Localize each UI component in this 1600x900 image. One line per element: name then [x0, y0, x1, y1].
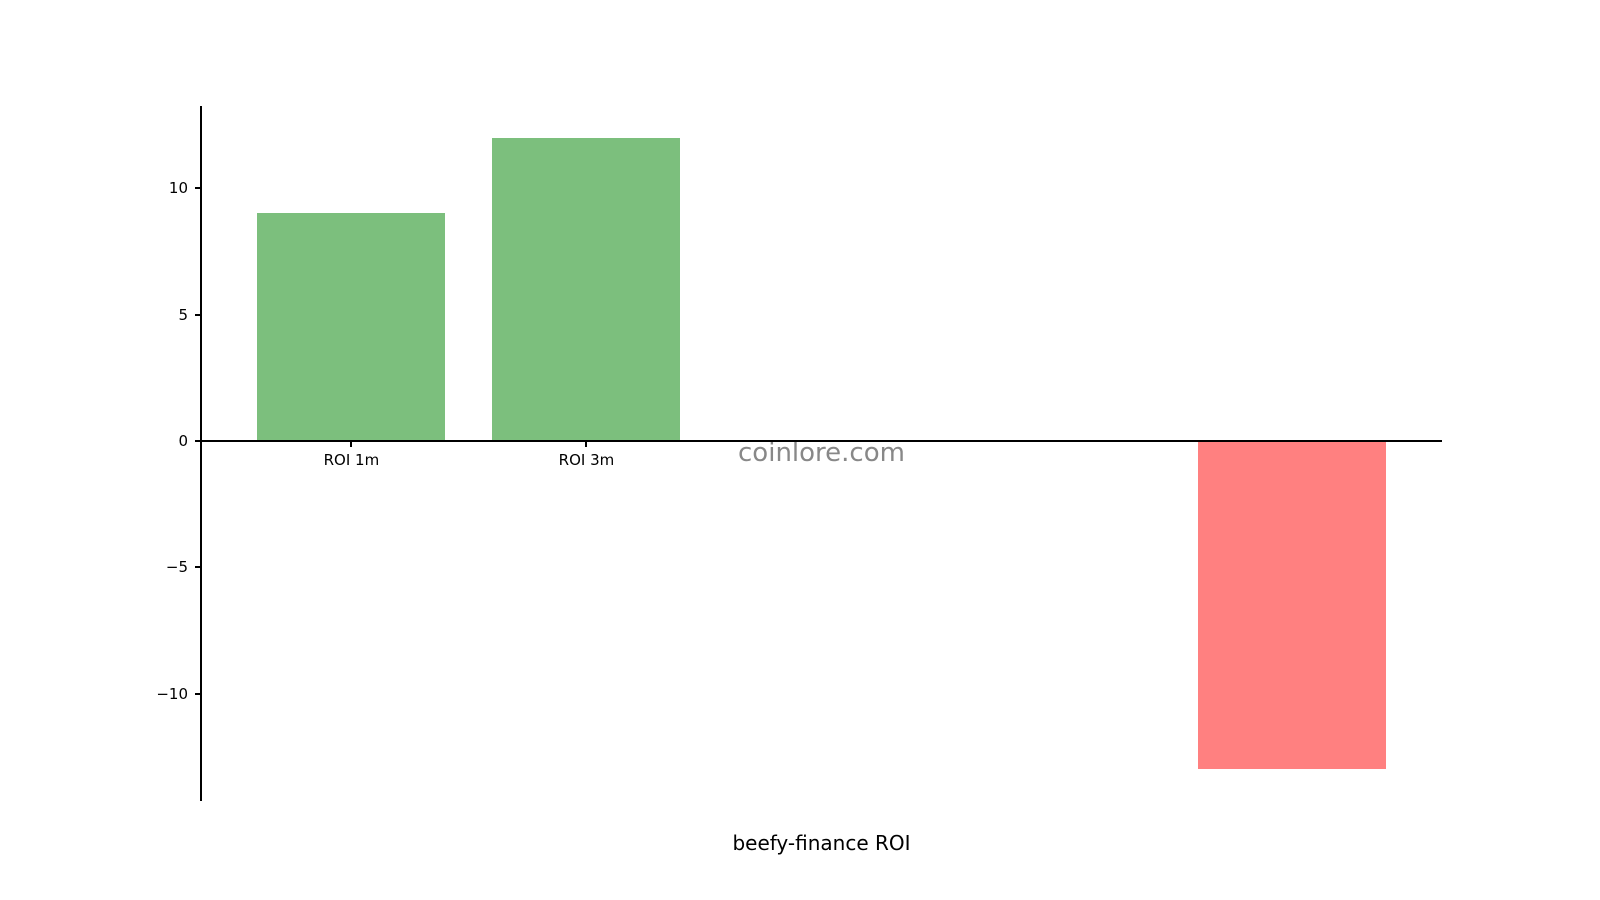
y-tick-mark — [195, 692, 201, 695]
x-axis-line — [200, 439, 1442, 442]
x-tick-label: ROI 3m — [558, 450, 615, 469]
y-axis-spine — [200, 106, 202, 801]
bar-roi-1m — [257, 213, 446, 441]
y-tick-label: 10 — [168, 179, 188, 198]
y-tick-mark — [195, 566, 201, 569]
bar-roi-3m — [492, 137, 681, 441]
bar-position-4 — [1197, 440, 1386, 770]
y-tick-label: −10 — [156, 684, 188, 703]
x-tick-mark — [585, 440, 588, 447]
watermark-text: coinlore.com — [738, 438, 905, 468]
y-tick-mark — [195, 187, 201, 190]
y-tick-mark — [195, 439, 201, 442]
y-tick-mark — [195, 313, 201, 316]
chart-title: beefy-finance ROI — [732, 831, 911, 855]
x-tick-label: ROI 1m — [323, 450, 380, 469]
y-tick-label: 5 — [178, 305, 188, 324]
y-tick-label: 0 — [178, 431, 188, 450]
x-tick-mark — [350, 440, 353, 447]
y-tick-label: −5 — [165, 558, 188, 577]
